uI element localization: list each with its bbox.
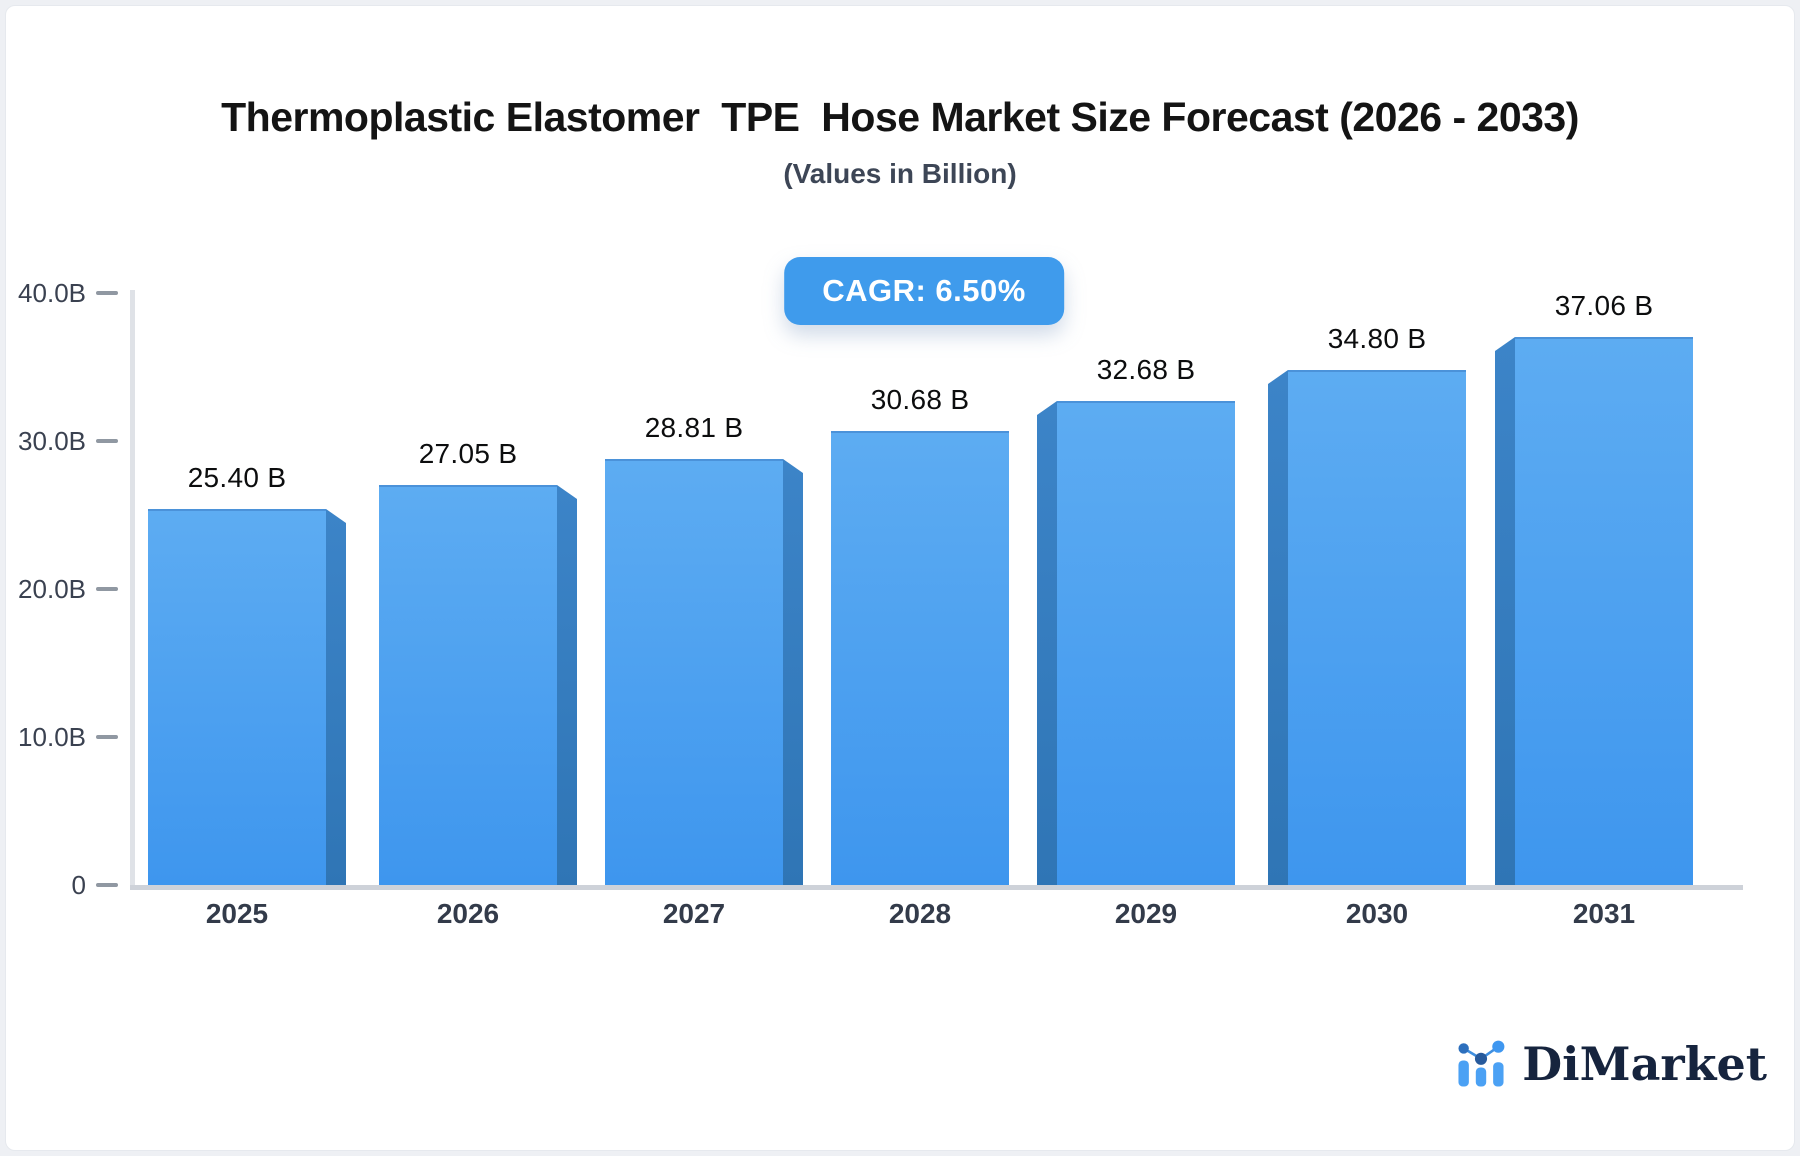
bar-side-2029 <box>1037 401 1057 885</box>
bar-face-2025 <box>148 509 326 885</box>
chart-title: Thermoplastic Elastomer TPE Hose Market … <box>221 94 1579 140</box>
bar-value-label: 32.68 B <box>1096 354 1196 385</box>
bar-value-label: 28.81 B <box>644 412 744 443</box>
brand-name: DiMarket <box>1522 1037 1767 1091</box>
bar-face-2026 <box>379 485 557 885</box>
bar-face-2031 <box>1515 337 1693 885</box>
x-tick-label: 2028 <box>888 898 952 929</box>
y-tick-label: 30.0B <box>18 426 86 456</box>
x-tick-label: 2029 <box>1114 898 1178 929</box>
y-tick-mark <box>96 735 118 739</box>
bar-value-label: 25.40 B <box>187 462 287 493</box>
x-axis-line <box>130 885 1743 890</box>
x-tick-label: 2026 <box>436 898 500 929</box>
bar-side-2031 <box>1495 337 1515 885</box>
y-tick-label: 20.0B <box>18 574 86 604</box>
bar-side-2030 <box>1268 370 1288 885</box>
bar-face-2027 <box>605 459 783 885</box>
x-tick-label: 2031 <box>1572 898 1636 929</box>
bar-chart-logo-icon <box>1458 1040 1505 1087</box>
bar-value-label: 37.06 B <box>1554 290 1654 321</box>
bar-value-label: 34.80 B <box>1327 323 1427 354</box>
bar-face-2028 <box>831 431 1009 885</box>
y-tick-mark <box>96 291 118 295</box>
bar-side-2025 <box>326 509 346 885</box>
chart-subtitle: (Values in Billion) <box>783 158 1017 189</box>
bar-face-2030 <box>1288 370 1466 885</box>
y-tick-label: 40.0B <box>18 278 86 308</box>
bar-value-label: 30.68 B <box>870 384 970 415</box>
y-tick-label: 0 <box>71 870 86 900</box>
cagr-badge: CAGR: 6.50% <box>784 257 1064 325</box>
bar-value-label: 27.05 B <box>418 438 518 469</box>
bar-face-2029 <box>1057 401 1235 885</box>
x-tick-label: 2027 <box>662 898 726 929</box>
x-tick-label: 2025 <box>205 898 269 929</box>
bar-side-2027 <box>783 459 803 885</box>
bar-side-2026 <box>557 485 577 885</box>
y-axis-line <box>130 290 135 888</box>
brand-logo: DiMarket <box>1454 1038 1767 1090</box>
x-tick-label: 2030 <box>1345 898 1409 929</box>
y-tick-mark <box>96 439 118 443</box>
y-tick-label: 10.0B <box>18 722 86 752</box>
y-tick-mark <box>96 883 118 887</box>
y-tick-mark <box>96 587 118 591</box>
